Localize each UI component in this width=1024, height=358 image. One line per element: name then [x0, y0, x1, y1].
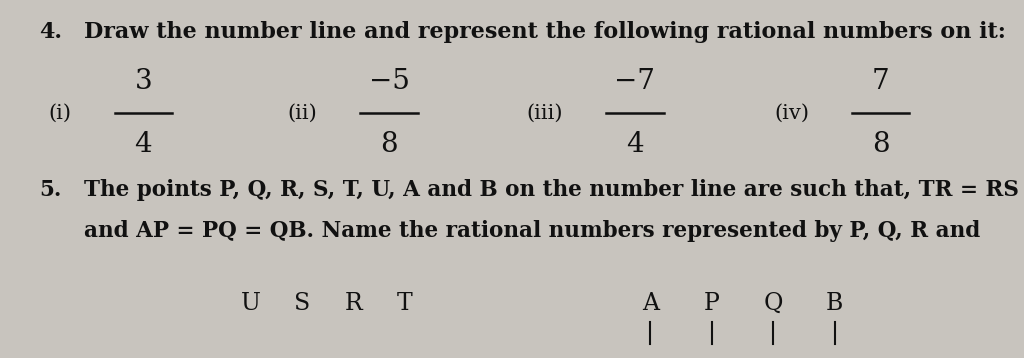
Text: The points P, Q, R, S, T, U, A and B on the number line are such that, TR = RS =: The points P, Q, R, S, T, U, A and B on … [84, 179, 1024, 201]
Text: Q: Q [763, 292, 783, 315]
Text: 4: 4 [626, 131, 644, 158]
Text: (i): (i) [49, 104, 72, 123]
Text: and AP = PQ = QB. Name the rational numbers represented by P, Q, R and: and AP = PQ = QB. Name the rational numb… [84, 220, 980, 242]
Text: A: A [642, 292, 658, 315]
Text: T: T [396, 292, 413, 315]
Text: Draw the number line and represent the following rational numbers on it:: Draw the number line and represent the f… [84, 21, 1006, 43]
Text: 4: 4 [134, 131, 153, 158]
Text: 8: 8 [871, 131, 890, 158]
Text: 4.: 4. [39, 21, 61, 43]
Text: (iii): (iii) [526, 104, 563, 123]
Text: 3: 3 [134, 68, 153, 95]
Text: 8: 8 [380, 131, 398, 158]
Text: P: P [703, 292, 720, 315]
Text: U: U [241, 292, 261, 315]
Text: B: B [826, 292, 843, 315]
Text: (iv): (iv) [774, 104, 809, 123]
Text: S: S [294, 292, 310, 315]
Text: −7: −7 [614, 68, 655, 95]
Text: 5.: 5. [39, 179, 61, 201]
Text: −5: −5 [369, 68, 410, 95]
Text: 7: 7 [871, 68, 890, 95]
Text: R: R [344, 292, 362, 315]
Text: (ii): (ii) [288, 104, 317, 123]
